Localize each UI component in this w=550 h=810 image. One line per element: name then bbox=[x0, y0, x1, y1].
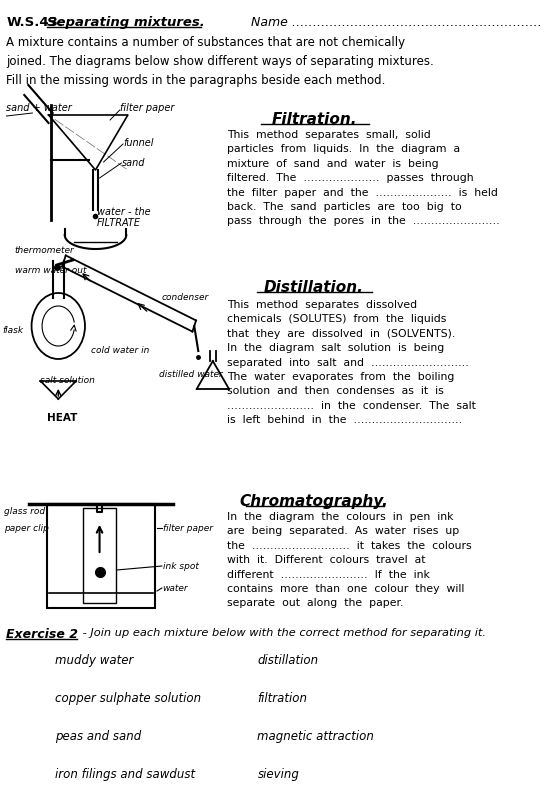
Text: Distillation.: Distillation. bbox=[264, 280, 364, 295]
Text: cold water in: cold water in bbox=[91, 346, 149, 355]
Text: flask: flask bbox=[2, 326, 24, 335]
Text: sand: sand bbox=[122, 158, 145, 168]
Text: muddy water: muddy water bbox=[55, 654, 134, 667]
Text: sand + water: sand + water bbox=[7, 103, 72, 113]
Text: peas and sand: peas and sand bbox=[55, 730, 141, 743]
Text: FILTRATE: FILTRATE bbox=[97, 218, 141, 228]
Text: This  method  separates  small,  solid
particles  from  liquids.  In  the  diagr: This method separates small, solid parti… bbox=[227, 130, 499, 227]
Text: magnetic attraction: magnetic attraction bbox=[257, 730, 374, 743]
Text: Filtration.: Filtration. bbox=[271, 112, 357, 127]
Text: Name ……………………………………………………: Name …………………………………………………… bbox=[251, 16, 542, 29]
Text: filtration: filtration bbox=[257, 692, 307, 705]
Text: Separating mixtures.: Separating mixtures. bbox=[47, 16, 205, 29]
Text: water: water bbox=[163, 584, 188, 593]
Text: Chromatography.: Chromatography. bbox=[240, 494, 388, 509]
Text: water - the: water - the bbox=[97, 207, 151, 217]
Text: iron filings and sawdust: iron filings and sawdust bbox=[55, 768, 195, 781]
Text: A mixture contains a number of substances that are not chemically
joined. The di: A mixture contains a number of substance… bbox=[7, 36, 434, 87]
Text: paper clip: paper clip bbox=[4, 524, 49, 533]
Text: funnel: funnel bbox=[123, 138, 153, 148]
Text: warm water out: warm water out bbox=[14, 266, 86, 275]
Text: - Join up each mixture below with the correct method for separating it.: - Join up each mixture below with the co… bbox=[79, 628, 486, 638]
Text: Exercise 2: Exercise 2 bbox=[7, 628, 79, 641]
Text: W.S.43.: W.S.43. bbox=[7, 16, 63, 29]
Text: condenser: condenser bbox=[162, 293, 209, 302]
Text: thermometer: thermometer bbox=[14, 246, 74, 255]
Text: filter paper: filter paper bbox=[120, 103, 174, 113]
Text: copper sulphate solution: copper sulphate solution bbox=[55, 692, 201, 705]
Text: glass rod: glass rod bbox=[4, 507, 45, 516]
Text: distillation: distillation bbox=[257, 654, 318, 667]
Text: sieving: sieving bbox=[257, 768, 299, 781]
Text: salt solution: salt solution bbox=[41, 376, 95, 385]
Text: ink spot: ink spot bbox=[163, 562, 199, 571]
Text: In  the  diagram  the  colours  in  pen  ink
are  being  separated.  As  water  : In the diagram the colours in pen ink ar… bbox=[227, 512, 471, 608]
Text: filter paper: filter paper bbox=[163, 524, 213, 533]
Text: This  method  separates  dissolved
chemicals  (SOLUTES)  from  the  liquids
that: This method separates dissolved chemical… bbox=[227, 300, 476, 425]
Text: distilled water: distilled water bbox=[158, 370, 222, 379]
Text: HEAT: HEAT bbox=[47, 413, 78, 423]
Bar bbox=[47, 504, 156, 608]
Bar bbox=[84, 508, 116, 603]
